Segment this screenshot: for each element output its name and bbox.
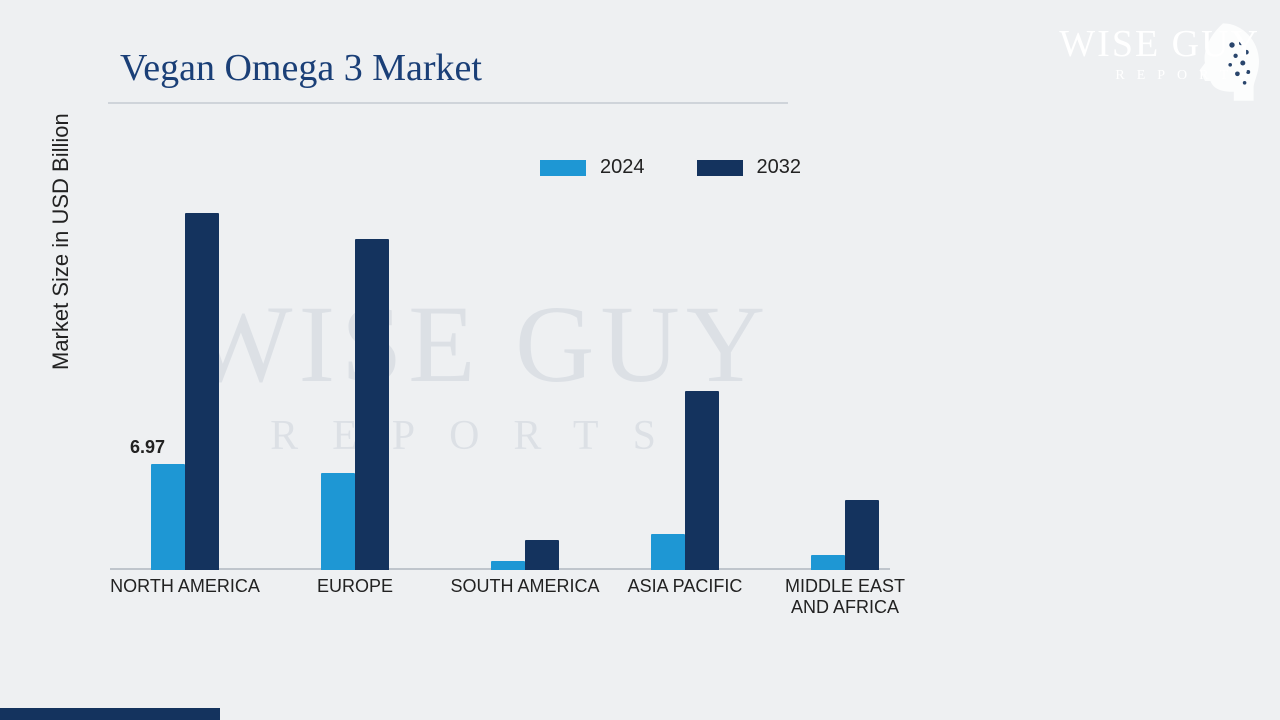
chart-legend: 2024 2032	[540, 156, 801, 179]
bar-2032	[685, 391, 719, 570]
bar-group: SOUTH AMERICA	[470, 540, 580, 570]
bar-2032	[845, 500, 879, 570]
bar-2032	[185, 213, 219, 570]
legend-label-2032: 2032	[757, 156, 802, 179]
bar-2032	[355, 239, 389, 570]
bar-group: NORTH AMERICA6.97	[130, 213, 240, 570]
y-axis-label: Market Size in USD Billion	[48, 113, 74, 370]
category-label: ASIA PACIFIC	[605, 570, 765, 597]
bar-chart: NORTH AMERICA6.97 EUROPE SOUTH AMERICA ASIA…	[110, 190, 890, 570]
category-label: EUROPE	[275, 570, 435, 597]
category-label: SOUTH AMERICA	[445, 570, 605, 597]
legend-swatch-2024	[540, 160, 586, 176]
bar-value-label: 6.97	[130, 437, 165, 458]
bottom-accent-bar	[0, 708, 220, 720]
bar-group: ASIA PACIFIC	[630, 391, 740, 570]
category-label: NORTH AMERICA	[105, 570, 265, 597]
legend-item-2032: 2032	[697, 156, 802, 179]
brand-logo-sub: REPORTS	[1059, 68, 1260, 84]
bar-2032	[525, 540, 559, 570]
bar-group: EUROPE	[300, 239, 410, 570]
legend-item-2024: 2024	[540, 156, 645, 179]
bar-2024	[811, 555, 845, 570]
bar-2024	[151, 464, 185, 570]
brand-logo: WISE GUY REPORTS	[1059, 22, 1260, 84]
bar-2024	[321, 473, 355, 570]
category-label: MIDDLE EAST AND AFRICA	[765, 570, 925, 617]
legend-label-2024: 2024	[600, 156, 645, 179]
brand-logo-main: WISE GUY	[1059, 22, 1260, 66]
chart-title: Vegan Omega 3 Market	[120, 46, 482, 90]
legend-swatch-2032	[697, 160, 743, 176]
bar-2024	[491, 561, 525, 570]
bar-group: MIDDLE EAST AND AFRICA	[790, 500, 900, 570]
bar-2024	[651, 534, 685, 570]
title-underline	[108, 102, 788, 104]
